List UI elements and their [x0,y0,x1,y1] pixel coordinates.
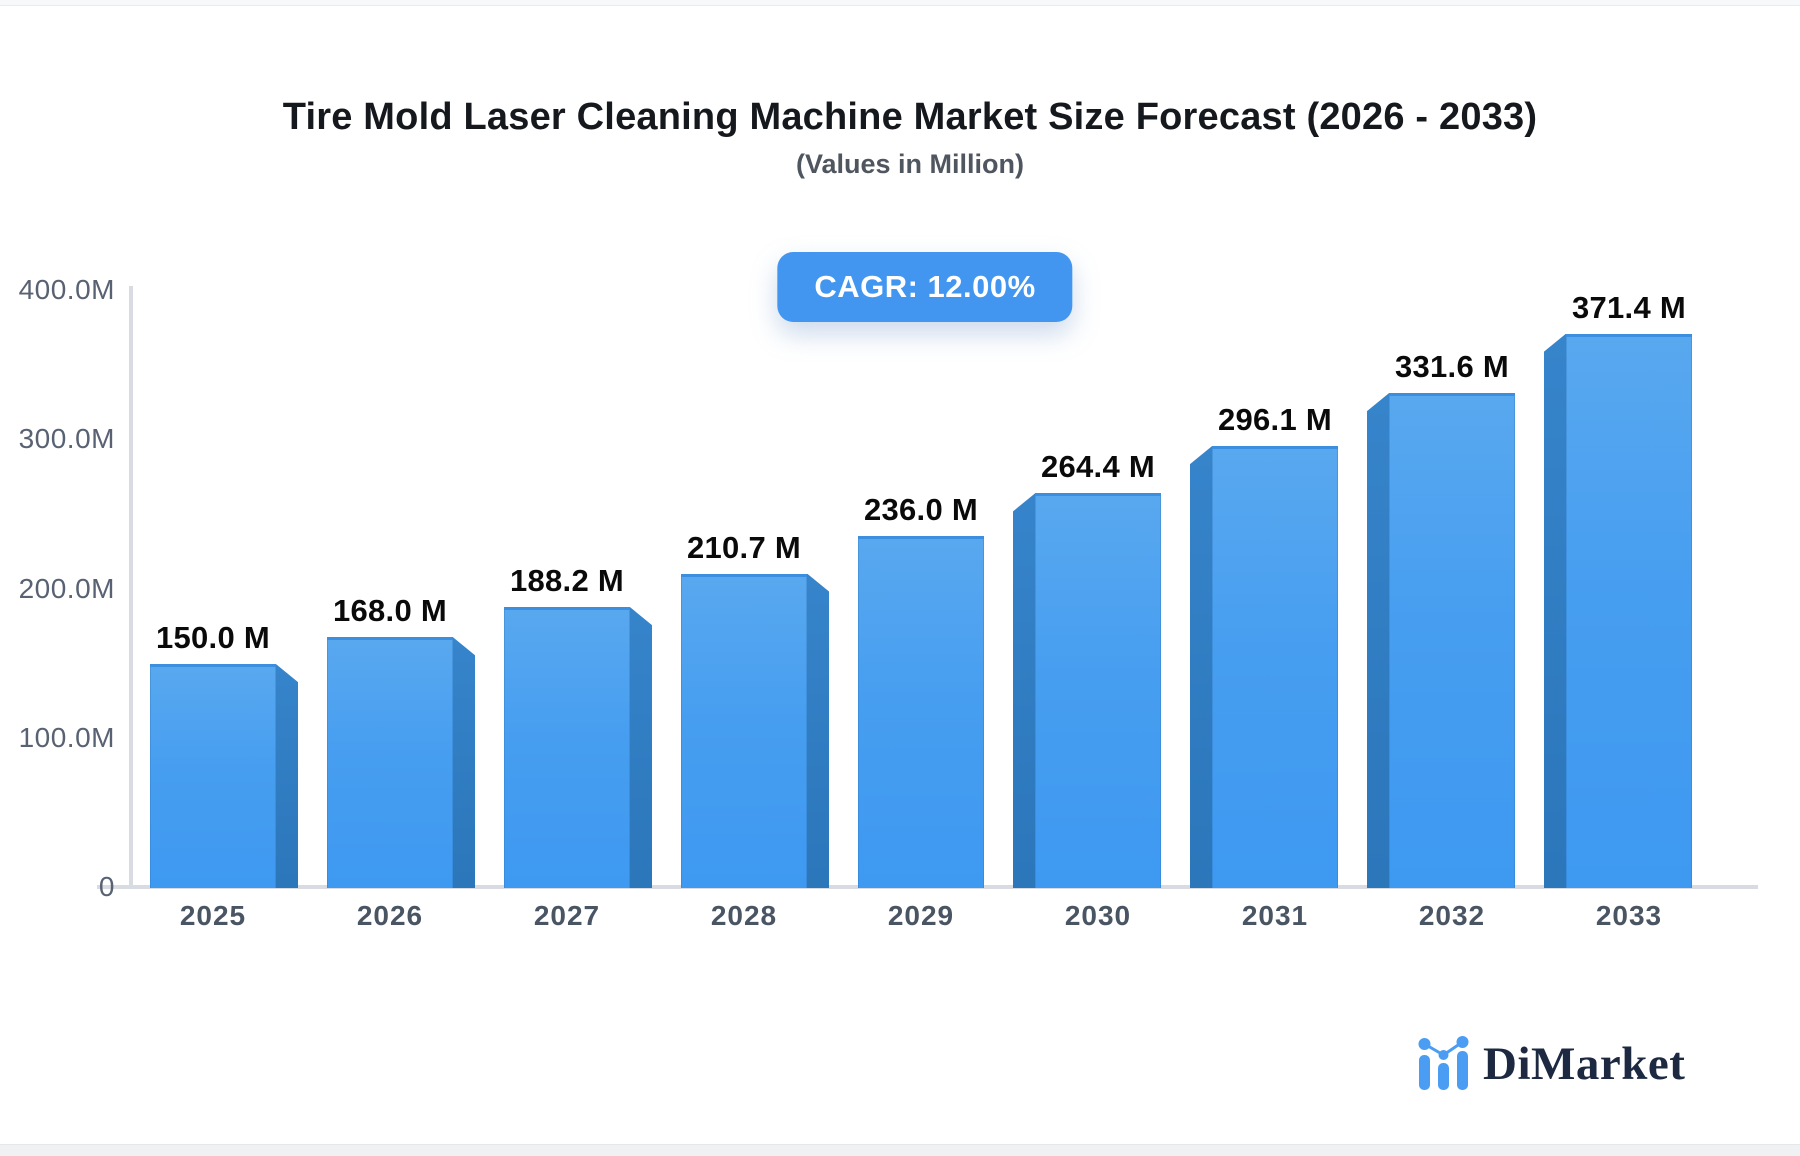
y-axis-tick-label: 200.0M [18,572,115,604]
bar-value-label: 296.1 M [1217,402,1333,438]
x-axis-label: 2032 [1418,899,1486,931]
x-axis-label: 2030 [1064,899,1132,931]
y-axis-tick-label: 400.0M [18,274,115,305]
x-axis-label: 2033 [1595,899,1663,931]
bar-value-label: 188.2 M [509,563,625,599]
bar-value-label: 210.7 M [686,529,802,565]
bar-value-label: 331.6 M [1394,349,1510,385]
y-axis-tick-label: 300.0M [18,423,115,455]
top-edge-strip [0,0,1800,6]
x-axis-label: 2029 [887,899,955,931]
bar-value-label: 168.0 M [332,593,448,629]
bar-side-face [630,607,652,888]
bar-group: 296.1 M 2031 [1190,402,1338,930]
bar-2030[interactable] [1035,493,1161,888]
x-axis-label: 2031 [1241,899,1309,931]
bar-group: 150.0 M 2025 [150,620,298,931]
x-axis-label: 2027 [533,899,601,931]
bar-value-label: 264.4 M [1040,449,1156,485]
bar-group: 188.2 M 2027 [504,563,652,930]
y-axis-line [129,286,133,889]
bar-2032[interactable] [1389,393,1515,888]
bar-value-label: 236.0 M [863,491,979,527]
bar-group: 168.0 M 2026 [327,593,475,930]
bar-2028[interactable] [681,573,807,888]
y-axis-tick-label: 0 [98,871,115,902]
bottom-edge-strip [0,1144,1800,1156]
bar-side-face [1544,333,1566,888]
bar-group: 331.6 M 2032 [1367,349,1515,930]
brand-logo-text: DiMarket [1483,1038,1686,1090]
bar-side-face [453,637,475,888]
bar-2026[interactable] [327,637,453,888]
chart-title: Tire Mold Laser Cleaning Machine Market … [282,96,1538,138]
chart-subtitle: (Values in Million) [795,149,1025,179]
bar-side-face [807,573,829,888]
bar-2025[interactable] [150,664,276,888]
bar-2031[interactable] [1212,446,1338,888]
bar-2033[interactable] [1566,333,1692,888]
bar-group: 210.7 M 2028 [681,530,829,930]
bar-group: 264.4 M 2030 [1013,449,1161,930]
bar-side-face [1013,493,1035,888]
bar-value-label: 150.0 M [155,620,271,656]
x-axis-label: 2028 [710,899,778,931]
bar-side-face [1367,393,1389,888]
bar-side-face [276,664,298,888]
brand-logo: DiMarket [1418,1036,1685,1092]
bar-group: 236.0 M 2029 [858,492,984,930]
x-axis-label: 2026 [356,899,424,931]
bar-2029[interactable] [858,535,984,888]
bar-side-face [1190,446,1212,888]
mini-bar-line-chart-icon [1418,1036,1469,1090]
x-axis-label: 2025 [179,900,247,931]
bar-2027[interactable] [504,607,630,888]
cagr-badge: CAGR: 12.00% [777,252,1073,322]
bar-value-label: 371.4 M [1571,289,1687,325]
y-axis-tick-label: 100.0M [18,721,115,753]
bar-group: 371.4 M 2033 [1544,290,1692,930]
